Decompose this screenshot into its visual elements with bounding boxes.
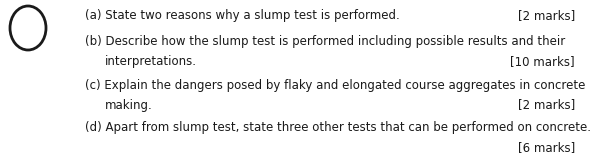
Text: (a) State two reasons why a slump test is performed.: (a) State two reasons why a slump test i… [85, 9, 400, 23]
Text: (b) Describe how the slump test is performed including possible results and thei: (b) Describe how the slump test is perfo… [85, 36, 565, 48]
Text: making.: making. [105, 98, 153, 112]
Text: interpretations.: interpretations. [105, 55, 197, 69]
Text: (d) Apart from slump test, state three other tests that can be performed on conc: (d) Apart from slump test, state three o… [85, 122, 591, 134]
Text: (c) Explain the dangers posed by flaky and elongated course aggregates in concre: (c) Explain the dangers posed by flaky a… [85, 79, 586, 91]
Text: [6 marks]: [6 marks] [518, 141, 575, 155]
Text: [2 marks]: [2 marks] [518, 98, 575, 112]
Text: [10 marks]: [10 marks] [511, 55, 575, 69]
Text: [2 marks]: [2 marks] [518, 9, 575, 23]
